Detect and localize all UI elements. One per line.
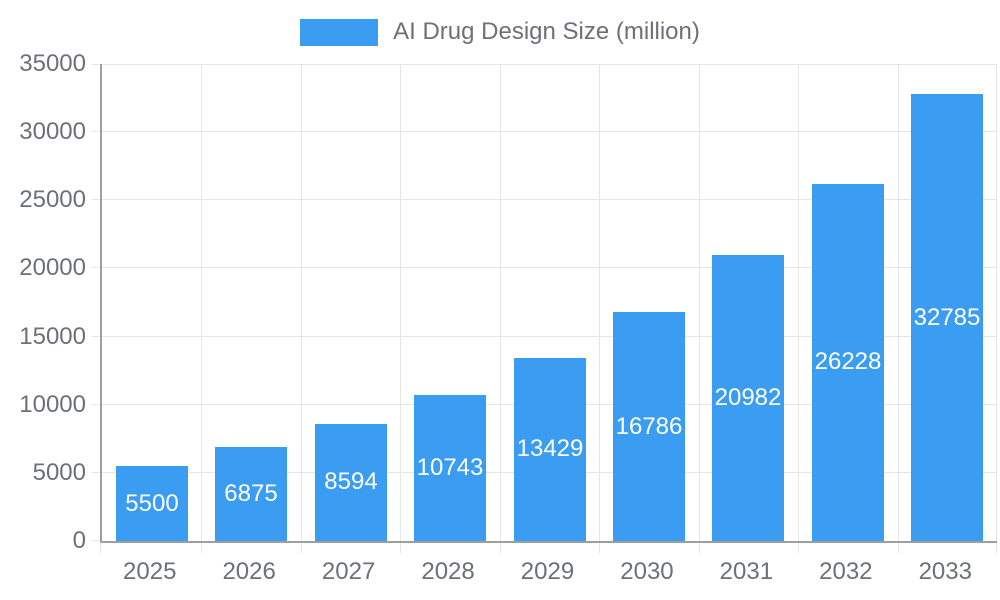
- v-gridline: [201, 64, 202, 541]
- bar-2031[interactable]: 20982: [712, 255, 784, 541]
- x-axis-label: 2032: [819, 558, 873, 585]
- x-axis-tick: [100, 543, 101, 553]
- v-gridline: [301, 64, 302, 541]
- bar-2030[interactable]: 16786: [613, 312, 685, 541]
- x-axis-tick: [898, 543, 899, 553]
- bar-value-label: 32785: [913, 303, 981, 331]
- y-axis-tick: [92, 267, 100, 269]
- x-axis-tick: [301, 543, 302, 553]
- x-axis-label: 2027: [321, 558, 376, 585]
- bar-2025[interactable]: 5500: [116, 466, 188, 541]
- v-gridline: [996, 64, 997, 541]
- x-axis-label: 2033: [918, 558, 972, 585]
- x-axis-label: 2025: [123, 558, 177, 585]
- x-axis-tick: [201, 543, 202, 553]
- x-axis-tick: [798, 543, 799, 553]
- bar-2029[interactable]: 13429: [514, 357, 586, 541]
- y-axis-tick: [92, 335, 100, 337]
- v-gridline: [699, 64, 700, 541]
- y-axis-tick-label: 20000: [19, 254, 86, 282]
- h-gridline: [102, 64, 997, 65]
- bar-2033[interactable]: 32785: [911, 94, 983, 541]
- bar-value-label: 6875: [224, 480, 278, 508]
- bar-2026[interactable]: 6875: [215, 447, 287, 541]
- h-gridline: [102, 199, 997, 201]
- bar-value-label: 8594: [324, 468, 378, 496]
- h-gridline: [102, 131, 997, 133]
- v-gridline: [500, 64, 501, 541]
- bar-value-label: 16786: [615, 412, 683, 440]
- v-gridline: [400, 64, 401, 541]
- y-axis-tick: [92, 540, 100, 541]
- x-axis-tick: [400, 543, 401, 553]
- bar-2028[interactable]: 10743: [414, 394, 486, 541]
- legend-item[interactable]: AI Drug Design Size (million): [0, 18, 1000, 46]
- plot-area: 5500 6875 8594 10743 13429 16786 20982 26228 327…: [92, 64, 997, 553]
- h-gridline: [102, 335, 997, 337]
- x-axis-label: 2029: [520, 558, 575, 585]
- x-axis-tick: [500, 543, 501, 553]
- h-gridline: [102, 267, 997, 269]
- x-axis-tick: [996, 543, 997, 553]
- y-axis-tick-label: 10000: [19, 390, 86, 418]
- v-gridline: [898, 64, 899, 541]
- y-axis-tick: [92, 131, 100, 133]
- bar-value-label: 5500: [125, 489, 179, 517]
- x-axis-tick: [699, 543, 700, 553]
- bar-2032[interactable]: 26228: [812, 183, 884, 541]
- x-axis-tick: [599, 543, 600, 553]
- x-axis-label: 2030: [620, 558, 674, 585]
- y-axis-tick-label: 15000: [19, 322, 86, 350]
- y-axis-tick: [92, 199, 100, 201]
- x-axis-label: 2028: [421, 558, 475, 585]
- x-axis: 2025 2026 2027 2028 2029 2030 2031 2032 2033: [100, 556, 995, 590]
- bar-value-label: 13429: [516, 435, 584, 463]
- y-axis-tick-label: 25000: [19, 186, 86, 214]
- bar-value-label: 26228: [814, 348, 882, 376]
- bar-value-label: 10743: [416, 453, 484, 481]
- y-axis-tick: [92, 403, 100, 405]
- y-axis-tick-label: 0: [72, 527, 86, 554]
- v-gridline: [599, 64, 600, 541]
- y-axis-tick: [92, 64, 100, 65]
- y-axis-tick-label: 35000: [19, 50, 86, 77]
- v-gridline: [798, 64, 799, 541]
- legend-label: AI Drug Design Size (million): [393, 18, 700, 45]
- y-axis-tick: [92, 471, 100, 473]
- y-axis-tick-label: 30000: [19, 118, 86, 146]
- y-axis-tick-label: 5000: [32, 458, 86, 486]
- x-axis-label: 2026: [222, 558, 276, 585]
- bar-2027[interactable]: 8594: [315, 423, 387, 541]
- bar-value-label: 20982: [714, 384, 782, 412]
- x-axis-label: 2031: [719, 558, 774, 585]
- legend-swatch: [300, 18, 379, 46]
- y-axis: 0 5000 10000 15000 20000 25000 30000 35000: [0, 50, 86, 554]
